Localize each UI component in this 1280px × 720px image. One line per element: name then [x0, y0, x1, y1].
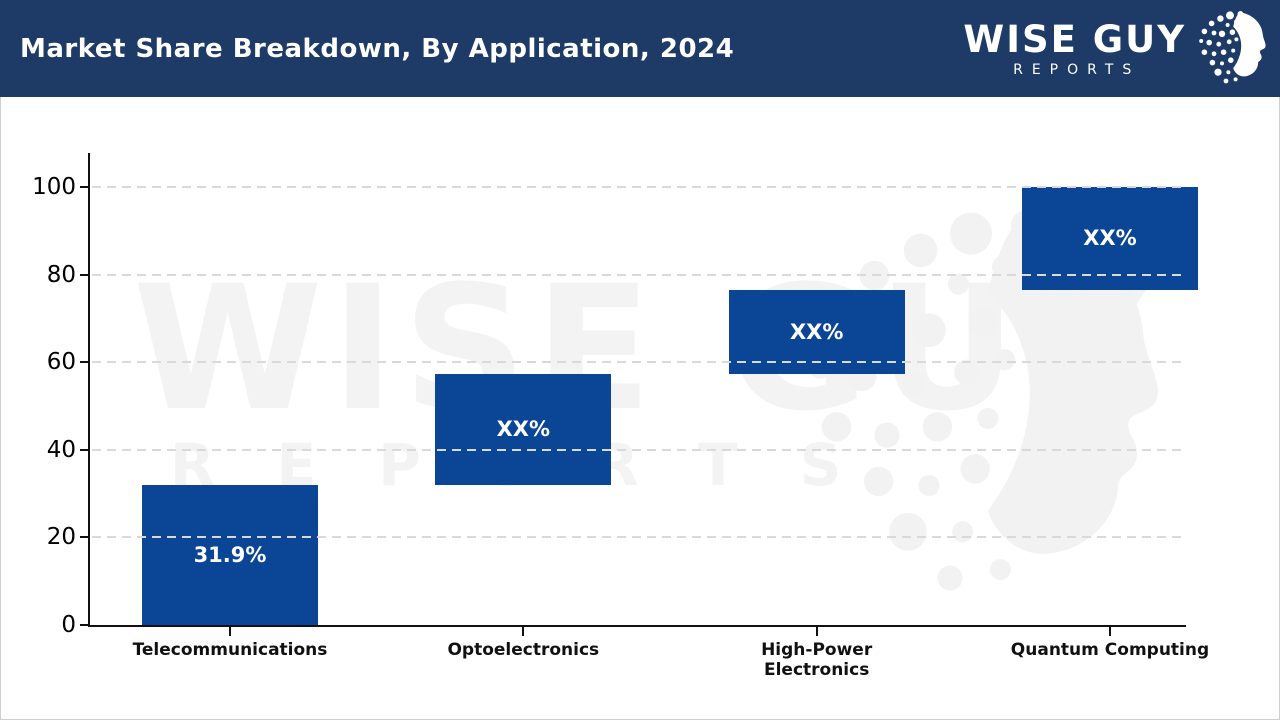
y-tick-mark [80, 273, 89, 276]
watermark-text-line1: WISE GUY [133, 248, 1158, 449]
brand-subtitle: REPORTS [1013, 61, 1141, 78]
y-tick-label: 40 [46, 436, 76, 463]
y-tick-mark [80, 186, 89, 188]
bar [142, 485, 318, 625]
header-bar: Market Share Breakdown, By Application, … [0, 0, 1280, 97]
x-tick-mark [815, 627, 818, 636]
brand-face-icon [1199, 10, 1266, 83]
bar [1021, 187, 1198, 290]
x-axis-label-line: Optoelectronics [447, 640, 600, 660]
gridline [92, 448, 1186, 451]
brand-logo-text: WISE GUY REPORTS [963, 21, 1186, 77]
y-tick-label: 0 [61, 612, 76, 638]
x-axis-label: High-Power Electronics [697, 640, 937, 681]
y-axis-line [88, 153, 90, 627]
page-title: Market Share Breakdown, By Application, … [20, 33, 735, 64]
x-axis-label-line: Quantum Computing [1010, 640, 1210, 660]
y-tick-label: 100 [32, 174, 76, 200]
x-tick-mark [229, 627, 231, 636]
gridline [92, 273, 1186, 276]
x-axis-label-line: High-Power [761, 640, 873, 660]
bar [435, 373, 612, 486]
x-axis-label: Quantum Computing [990, 640, 1230, 660]
bar-value-label: XX% [789, 319, 844, 344]
y-tick-mark [80, 361, 89, 364]
gridline [92, 536, 1186, 539]
brand-logo: WISE GUY REPORTS [963, 7, 1280, 91]
bar-value-label: XX% [1083, 226, 1137, 251]
x-tick-mark [1108, 627, 1111, 636]
bar-value-label: XX% [496, 417, 551, 442]
bar [728, 289, 905, 374]
brand-name: WISE GUY [963, 17, 1186, 61]
y-tick-mark [80, 624, 89, 626]
y-tick-label: 20 [46, 524, 76, 551]
x-axis-label: Optoelectronics [403, 640, 643, 660]
watermark-face-icon [809, 210, 1158, 591]
x-axis-line [88, 625, 1186, 627]
x-tick-mark [522, 627, 525, 636]
x-axis-label-line: Telecommunications [132, 640, 328, 660]
x-axis-label-line: Electronics [763, 660, 870, 681]
bar-value-label: 31.9% [193, 543, 267, 568]
gridline [92, 361, 1186, 364]
y-tick-label: 80 [46, 261, 76, 288]
y-tick-label: 60 [46, 349, 76, 376]
gridline [92, 186, 1186, 188]
x-axis-label: Telecommunications [110, 640, 350, 660]
y-tick-mark [80, 448, 89, 451]
y-tick-mark [80, 536, 89, 539]
